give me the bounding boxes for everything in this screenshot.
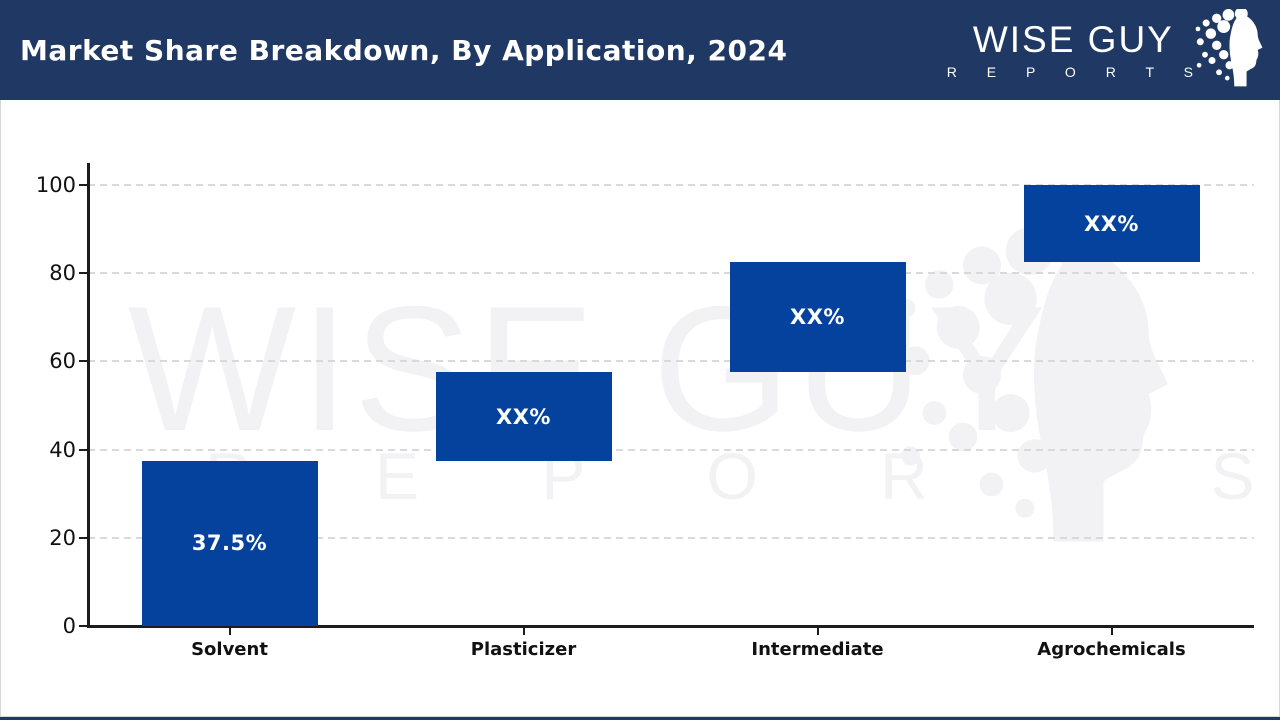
y-tick-mark	[79, 184, 88, 186]
header-bar: Market Share Breakdown, By Application, …	[0, 0, 1280, 100]
frame-border-left	[0, 100, 1, 717]
bar-value-label: XX%	[496, 404, 551, 429]
x-tick-label: Plasticizer	[470, 639, 577, 660]
x-tick-label: Solvent	[191, 639, 268, 660]
y-tick-label: 80	[49, 261, 76, 286]
bar: 37.5%	[141, 460, 318, 626]
y-tick-mark	[79, 625, 88, 627]
y-tick-label: 20	[49, 525, 76, 550]
head-profile-shape	[1229, 13, 1263, 87]
x-tick-label: Intermediate	[751, 639, 884, 660]
x-tick-mark	[1110, 628, 1113, 635]
dotted-head-icon	[1195, 9, 1263, 87]
footer-accent-strip	[0, 717, 1280, 720]
bar-value-label: 37.5%	[191, 531, 268, 556]
gridline	[88, 184, 1254, 186]
chart-title: Market Share Breakdown, By Application, …	[20, 33, 788, 67]
x-axis-line	[87, 625, 1254, 628]
bar: XX%	[729, 262, 906, 373]
logo-word-text: WISE GUY	[972, 18, 1174, 60]
bar-value-label: XX%	[790, 305, 845, 330]
y-tick-mark	[79, 448, 88, 451]
bar-value-label: XX%	[1084, 211, 1139, 236]
y-tick-label: 100	[35, 173, 76, 197]
x-tick-label: Agrochemicals	[1037, 639, 1186, 660]
gridline	[88, 272, 1254, 275]
x-tick-mark	[228, 628, 231, 635]
bar: XX%	[1023, 185, 1200, 263]
gridline	[88, 448, 1254, 451]
bar: XX%	[435, 372, 612, 461]
y-tick-label: 40	[49, 437, 76, 462]
y-axis-line	[87, 163, 90, 628]
y-tick-label: 0	[62, 614, 76, 638]
y-tick-label: 60	[49, 349, 76, 374]
wiseguy-logo: WISE GUY R E P O R T S	[941, 9, 1280, 91]
logo-reports-text: R E P O R T S	[946, 63, 1206, 80]
logo-wordmark: WISE GUY R E P O R T S	[941, 21, 1206, 80]
frame-border-bottom	[0, 716, 1280, 717]
x-tick-mark	[522, 628, 525, 635]
y-tick-mark	[79, 360, 88, 363]
gridline	[88, 536, 1254, 539]
y-tick-mark	[79, 536, 88, 539]
x-tick-mark	[816, 628, 819, 635]
gridline	[88, 360, 1254, 363]
y-tick-mark	[79, 272, 88, 275]
